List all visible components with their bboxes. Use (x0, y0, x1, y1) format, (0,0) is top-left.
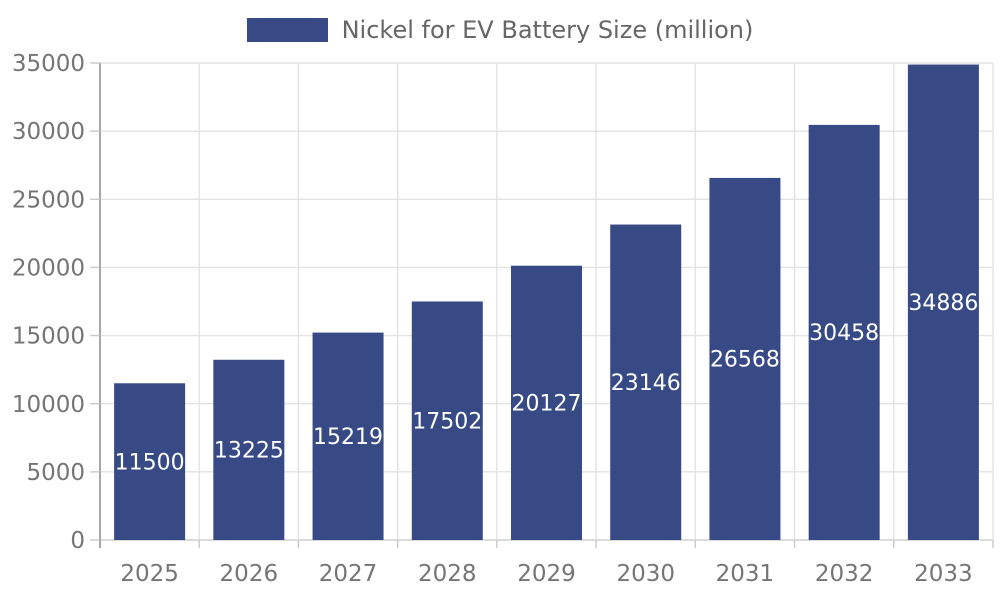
bar-value-label: 34886 (908, 291, 978, 316)
y-tick-label: 15000 (12, 324, 85, 350)
y-tick-label: 25000 (12, 187, 85, 213)
bar (114, 383, 186, 540)
bar-value-label: 15219 (313, 425, 383, 450)
bar-value-label: 13225 (214, 439, 284, 464)
bar-value-label: 26568 (710, 348, 780, 373)
x-tick-label: 2025 (120, 561, 179, 587)
bar (907, 64, 979, 541)
y-tick-label: 20000 (12, 255, 85, 281)
bar (709, 177, 781, 540)
x-tick-label: 2027 (319, 561, 378, 587)
legend: Nickel for EV Battery Size (million) (0, 18, 1000, 42)
bar-value-label: 17502 (412, 409, 482, 434)
bar (808, 124, 880, 540)
bar-value-label: 11500 (115, 450, 185, 475)
x-tick-label: 2030 (616, 561, 675, 587)
bar (312, 332, 384, 540)
y-tick-label: 30000 (12, 119, 85, 145)
x-tick-label: 2031 (716, 561, 775, 587)
bar (213, 359, 285, 540)
y-tick-label: 0 (70, 528, 85, 554)
bar (411, 301, 483, 540)
legend-item[interactable]: Nickel for EV Battery Size (million) (246, 16, 754, 44)
y-tick-label: 10000 (12, 392, 85, 418)
bar (610, 224, 682, 540)
bar-value-label: 23146 (611, 371, 681, 396)
y-tick-label: 35000 (12, 51, 85, 77)
x-tick-label: 2033 (914, 561, 973, 587)
x-tick-label: 2029 (517, 561, 576, 587)
bar (511, 265, 582, 540)
bar-value-label: 20127 (512, 392, 582, 417)
x-tick-label: 2028 (418, 561, 477, 587)
y-tick-label: 5000 (26, 460, 85, 486)
x-tick-label: 2026 (220, 561, 279, 587)
legend-label: Nickel for EV Battery Size (million) (341, 16, 754, 44)
bar-value-label: 30458 (809, 321, 879, 346)
x-tick-label: 2032 (815, 561, 874, 587)
legend-swatch (246, 18, 328, 42)
